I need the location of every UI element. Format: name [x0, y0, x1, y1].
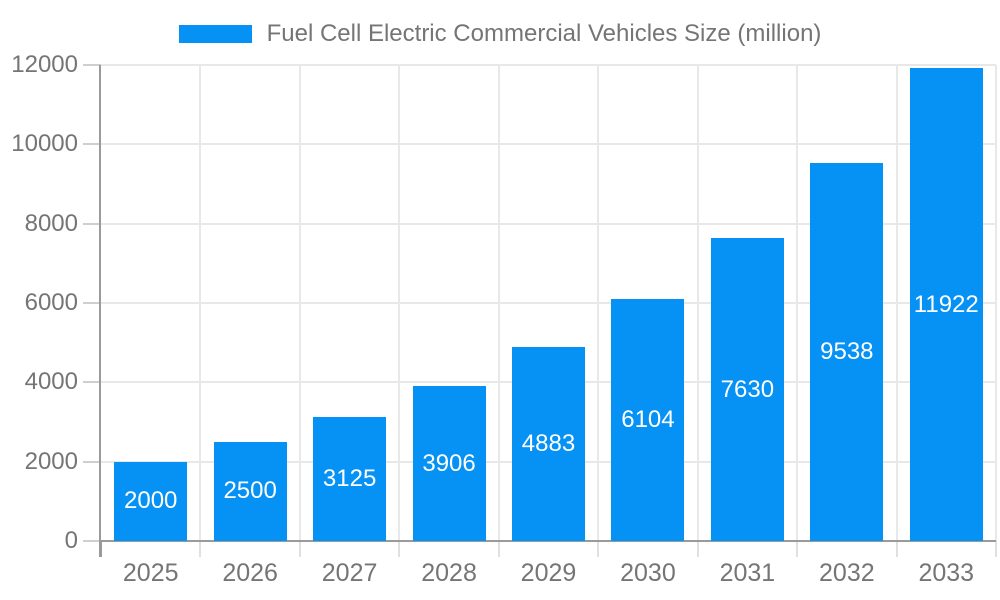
legend[interactable]: Fuel Cell Electric Commercial Vehicles S…	[0, 19, 1000, 49]
x-gridline	[995, 65, 997, 541]
bar-2031[interactable]	[710, 238, 784, 541]
y-axis-tick-label: 12000	[11, 51, 78, 78]
x-axis-tick	[100, 541, 102, 557]
x-axis-tick-label: 2029	[520, 559, 577, 587]
x-axis-tick	[497, 541, 500, 557]
x-axis-tick-label: 2030	[620, 559, 676, 587]
y-gridline	[101, 302, 996, 304]
x-axis-tick-label: 2026	[222, 559, 278, 587]
x-axis-line	[101, 540, 996, 542]
x-axis-tick-label: 2032	[819, 559, 875, 587]
bar-value-label: 11922	[913, 290, 979, 318]
y-axis-tick-label: 10000	[11, 130, 78, 158]
bar-2028[interactable]	[412, 386, 486, 541]
x-gridline	[696, 65, 699, 541]
x-axis-tick-label: 2031	[719, 559, 776, 587]
bar-value-label: 7630	[720, 375, 775, 403]
x-gridline	[199, 65, 202, 541]
y-axis-tick	[83, 381, 101, 384]
x-axis-tick	[398, 541, 401, 557]
x-gridline	[497, 65, 500, 541]
x-gridline	[398, 65, 401, 541]
x-axis-tick	[696, 541, 699, 557]
bar-2030[interactable]	[611, 298, 685, 541]
y-axis-tick	[83, 143, 101, 146]
x-gridline	[895, 65, 898, 541]
y-axis-tick	[83, 540, 101, 542]
x-axis-tick-label: 2028	[421, 559, 477, 587]
bar-2029[interactable]	[512, 347, 585, 541]
y-axis-tick-label: 0	[64, 527, 78, 554]
x-gridline	[796, 65, 799, 541]
y-axis-tick	[83, 460, 101, 463]
y-axis-line	[99, 65, 101, 557]
bar-value-label: 2000	[124, 487, 178, 515]
legend-swatch-icon[interactable]	[178, 25, 252, 43]
y-axis-tick	[83, 64, 101, 66]
bar-2032[interactable]	[810, 162, 884, 541]
x-gridline	[597, 65, 600, 541]
x-axis-tick	[199, 541, 202, 557]
bar-2033[interactable]	[909, 68, 983, 541]
y-axis-tick-label: 4000	[24, 368, 78, 396]
x-gridline	[298, 65, 301, 541]
bar-value-label: 9538	[820, 337, 874, 365]
x-axis-tick	[597, 541, 600, 557]
x-axis-tick-label: 2027	[321, 559, 378, 587]
bar-2027[interactable]	[313, 417, 387, 541]
bar-value-label: 6104	[621, 405, 675, 433]
x-axis-tick	[298, 541, 301, 557]
x-axis-tick	[895, 541, 898, 557]
y-axis-tick-label: 2000	[24, 447, 78, 475]
y-gridline	[101, 222, 996, 225]
x-axis-tick-label: 2025	[122, 559, 179, 587]
bar-2025[interactable]	[114, 461, 188, 541]
y-axis-tick	[83, 302, 101, 304]
bar-value-label: 3906	[422, 449, 476, 477]
bar-2026[interactable]	[213, 441, 287, 541]
x-axis-tick-label: 2033	[918, 559, 975, 587]
bar-value-label: 2500	[223, 477, 277, 505]
bar-value-label: 4883	[521, 430, 576, 458]
y-gridline	[101, 143, 996, 146]
y-axis-tick-label: 6000	[24, 289, 78, 316]
y-gridline	[101, 64, 996, 66]
legend-label[interactable]: Fuel Cell Electric Commercial Vehicles S…	[266, 20, 822, 47]
bar-value-label: 3125	[322, 465, 377, 493]
y-axis-tick-label: 8000	[24, 209, 78, 237]
x-axis-tick	[995, 541, 997, 557]
x-axis-tick	[796, 541, 799, 557]
y-axis-tick	[83, 222, 101, 225]
